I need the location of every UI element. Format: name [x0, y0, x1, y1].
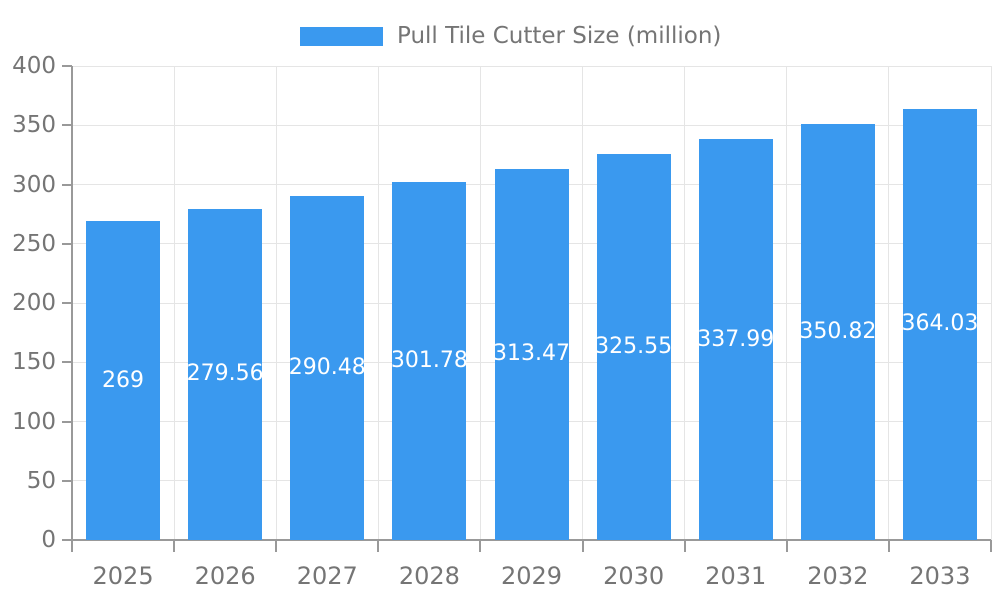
y-axis-tick-label: 50: [26, 467, 56, 494]
gridline-vertical: [684, 66, 686, 540]
x-axis-tick-label: 2032: [807, 562, 869, 590]
x-axis-tick-label: 2028: [398, 562, 460, 590]
x-axis-tick-label: 2029: [500, 562, 563, 590]
x-axis-tick-label: 2033: [909, 562, 971, 590]
x-axis-line: [62, 539, 991, 541]
legend[interactable]: Pull Tile Cutter Size (million): [300, 24, 721, 48]
gridline-vertical: [582, 66, 584, 540]
y-axis-tick: [62, 479, 72, 482]
x-axis-tick: [173, 540, 176, 552]
gridline-vertical: [888, 66, 890, 540]
gridline-horizontal: [72, 65, 991, 67]
gridline-vertical: [275, 66, 277, 540]
bar-value-label: 364.03: [901, 311, 979, 337]
gridline-vertical: [786, 66, 788, 540]
x-axis-tick-label: 2025: [92, 562, 154, 590]
x-axis-tick: [887, 540, 890, 552]
gridline-vertical: [173, 66, 175, 540]
x-axis-tick: [479, 540, 482, 552]
bar-2033[interactable]: [902, 108, 977, 540]
x-axis-tick-label: 2031: [705, 562, 767, 590]
x-axis-tick: [377, 540, 380, 552]
x-axis-tick-label: 2027: [296, 562, 358, 590]
bar-value-label: 269: [102, 367, 145, 393]
bar-value-label: 313.47: [493, 341, 570, 367]
bar-2025[interactable]: [86, 221, 161, 540]
y-axis-tick-label: 400: [12, 53, 56, 79]
y-axis-tick-label: 200: [12, 290, 56, 316]
legend-swatch: [300, 26, 383, 46]
bar-value-label: 325.55: [595, 334, 673, 360]
x-axis-tick-label: 2030: [603, 562, 665, 590]
bar-2029[interactable]: [494, 168, 569, 540]
bar-2026[interactable]: [188, 208, 263, 540]
gridline-horizontal: [72, 124, 991, 126]
y-axis-tick: [62, 302, 72, 304]
bar-value-label: 350.82: [799, 319, 877, 345]
gridline-vertical: [377, 66, 379, 540]
bar-2031[interactable]: [698, 139, 773, 540]
y-axis-tick: [62, 124, 72, 127]
x-axis-tick: [990, 540, 992, 552]
x-axis-tick-label: 2026: [194, 562, 256, 590]
x-axis-tick: [785, 540, 788, 552]
x-axis-tick: [275, 540, 278, 552]
gridline-vertical: [479, 66, 481, 540]
y-axis-tick-label: 150: [12, 349, 56, 376]
bar-value-label: 290.48: [288, 354, 366, 380]
y-axis-line: [71, 66, 73, 552]
x-axis-tick: [581, 540, 584, 552]
gridline-vertical: [990, 66, 992, 540]
bar-2027[interactable]: [290, 195, 365, 540]
y-axis-tick-label: 100: [12, 408, 56, 435]
y-axis-tick: [62, 183, 72, 186]
bar-2032[interactable]: [800, 124, 875, 540]
y-axis-tick-label: 0: [41, 527, 56, 553]
y-axis-tick: [62, 65, 72, 67]
y-axis-tick-label: 250: [12, 230, 56, 257]
y-axis-tick-label: 350: [12, 112, 56, 139]
y-axis-tick: [62, 420, 72, 423]
bar-value-label: 301.78: [390, 348, 468, 374]
bar-2030[interactable]: [596, 154, 671, 540]
y-axis-tick: [62, 242, 72, 245]
bar-value-label: 337.99: [697, 326, 775, 352]
y-axis-tick: [62, 361, 72, 364]
bar-2028[interactable]: [392, 182, 467, 540]
legend-label: Pull Tile Cutter Size (million): [397, 23, 722, 49]
bar-value-label: 279.56: [186, 361, 264, 387]
y-axis-tick-label: 300: [12, 171, 56, 198]
x-axis-tick: [683, 540, 686, 552]
